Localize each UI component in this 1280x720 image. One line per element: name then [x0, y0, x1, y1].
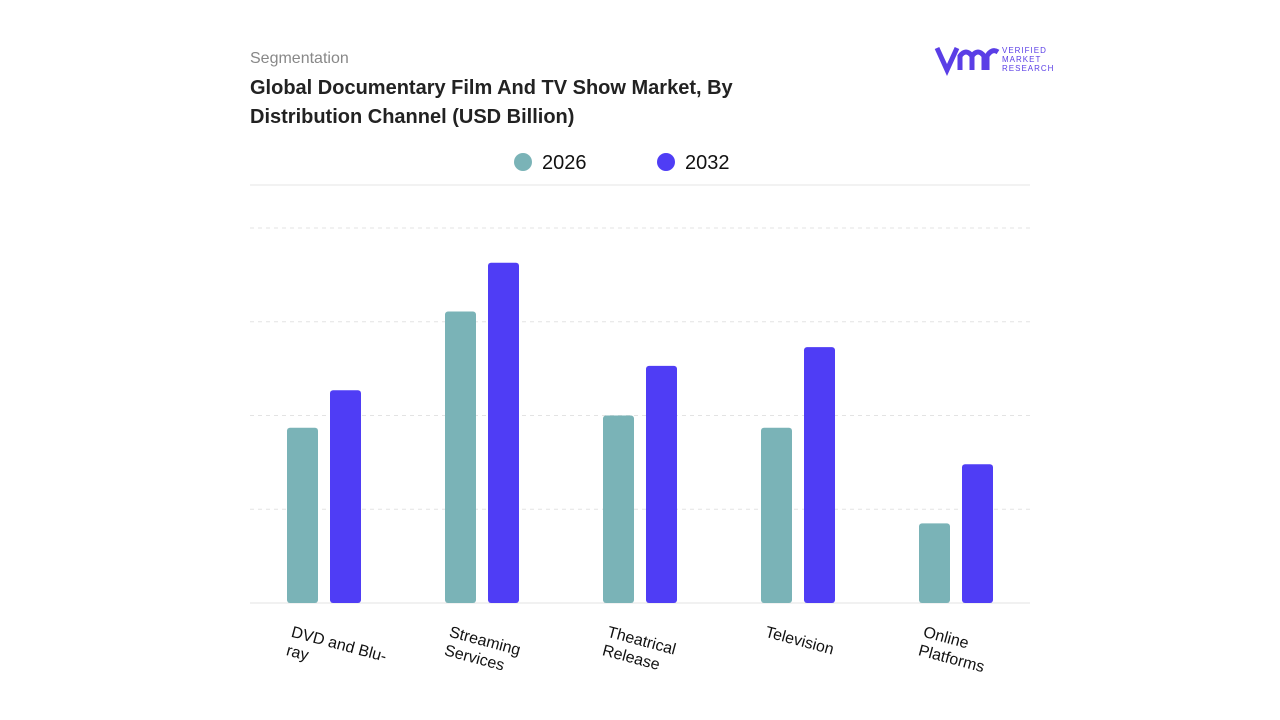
bar — [804, 347, 835, 603]
legend-label: 2032 — [685, 152, 730, 174]
bar — [603, 415, 634, 603]
legend-label: 2026 — [542, 152, 587, 174]
bar — [919, 523, 950, 603]
bar — [330, 390, 361, 603]
bar — [962, 464, 993, 603]
legend-swatch — [514, 153, 532, 171]
logo-text: VERIFIED — [1002, 46, 1047, 55]
bar — [287, 427, 318, 603]
logo: VERIFIED MARKET RESEARCH — [934, 46, 1054, 77]
logo-text: MARKET — [1002, 55, 1041, 64]
subtitle: Segmentation — [250, 50, 349, 67]
chart-title: Global Documentary Film And TV Show Mark… — [250, 77, 733, 128]
logo-text: RESEARCH — [1002, 64, 1054, 73]
logo-mark — [934, 46, 1000, 77]
bar — [761, 427, 792, 603]
legend-swatch — [657, 153, 675, 171]
bar — [488, 262, 519, 603]
bar — [445, 311, 476, 603]
bar — [646, 365, 677, 603]
